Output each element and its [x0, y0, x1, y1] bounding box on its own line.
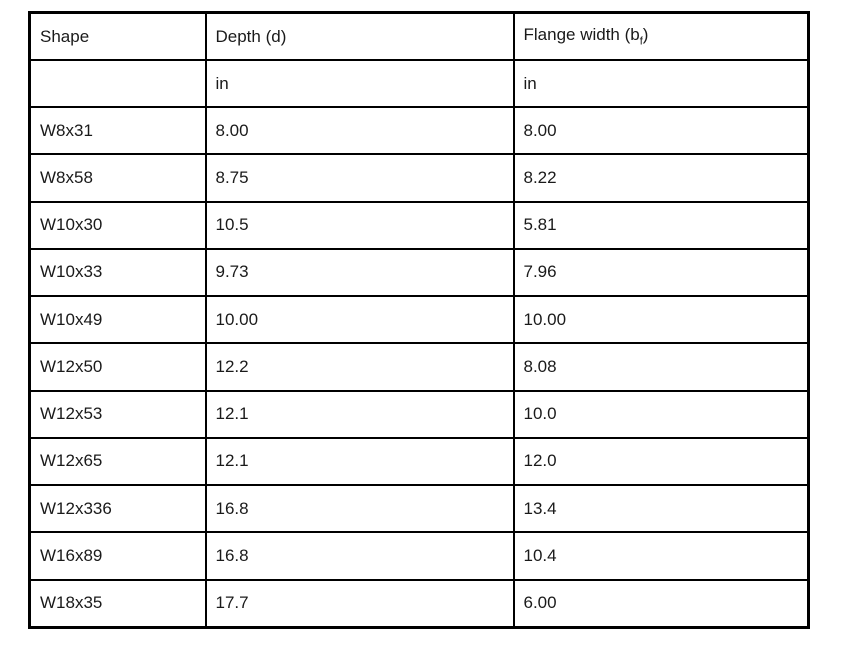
table-row: W10x49 10.00 10.00: [28, 295, 810, 345]
table-row: W10x33 9.73 7.96: [28, 247, 810, 298]
header-row: Shape Depth (d) Flange width (bf): [28, 11, 810, 61]
steel-shapes-table: Shape Depth (d) Flange width (bf) in in …: [28, 11, 810, 629]
depth-cell: 9.73: [204, 247, 515, 298]
column-header-shape: Shape: [28, 11, 207, 61]
depth-cell: 16.8: [204, 531, 515, 581]
flange-cell: 5.81: [512, 200, 810, 250]
table-row: W10x30 10.5 5.81: [28, 200, 810, 250]
shape-cell: W12x50: [28, 342, 207, 392]
shape-cell: W10x49: [28, 295, 207, 345]
depth-cell: 12.1: [204, 436, 515, 487]
depth-cell: 12.1: [204, 389, 515, 439]
shape-cell: W12x53: [28, 389, 207, 439]
shape-cell: W8x58: [28, 153, 207, 203]
column-header-depth: Depth (d): [204, 11, 515, 61]
units-depth-cell: in: [204, 59, 515, 108]
flange-cell: 7.96: [512, 247, 810, 298]
flange-cell: 10.00: [512, 295, 810, 345]
units-empty-cell: [28, 59, 207, 108]
flange-cell: 6.00: [512, 578, 810, 629]
table-row: W12x50 12.2 8.08: [28, 342, 810, 392]
depth-cell: 17.7: [204, 578, 515, 629]
table-row: W12x53 12.1 10.0: [28, 389, 810, 439]
units-flange-cell: in: [512, 59, 810, 108]
shape-cell: W12x65: [28, 436, 207, 487]
depth-cell: 10.5: [204, 200, 515, 250]
shape-cell: W8x31: [28, 105, 207, 156]
depth-cell: 10.00: [204, 295, 515, 345]
table-row: W8x58 8.75 8.22: [28, 153, 810, 203]
column-header-flange: Flange width (bf): [512, 11, 810, 61]
flange-cell: 8.00: [512, 105, 810, 156]
table-row: W18x35 17.7 6.00: [28, 578, 810, 629]
flange-cell: 10.4: [512, 531, 810, 581]
shape-cell: W18x35: [28, 578, 207, 629]
flange-header-suffix: ): [642, 25, 649, 45]
flange-cell: 10.0: [512, 389, 810, 439]
table-row: W12x336 16.8 13.4: [28, 484, 810, 534]
shape-cell: W10x33: [28, 247, 207, 298]
depth-cell: 12.2: [204, 342, 515, 392]
flange-cell: 13.4: [512, 484, 810, 534]
table-row: W12x65 12.1 12.0: [28, 436, 810, 487]
flange-cell: 12.0: [512, 436, 810, 487]
depth-cell: 8.75: [204, 153, 515, 203]
units-row: in in: [28, 59, 810, 108]
flange-cell: 8.08: [512, 342, 810, 392]
shape-cell: W10x30: [28, 200, 207, 250]
flange-header-subscript: f: [639, 35, 643, 48]
depth-cell: 16.8: [204, 484, 515, 534]
shape-cell: W12x336: [28, 484, 207, 534]
flange-header-prefix: Flange width (b: [523, 25, 640, 45]
table-row: W16x89 16.8 10.4: [28, 531, 810, 581]
depth-cell: 8.00: [204, 105, 515, 156]
flange-cell: 8.22: [512, 153, 810, 203]
table-row: W8x31 8.00 8.00: [28, 105, 810, 156]
shape-cell: W16x89: [28, 531, 207, 581]
